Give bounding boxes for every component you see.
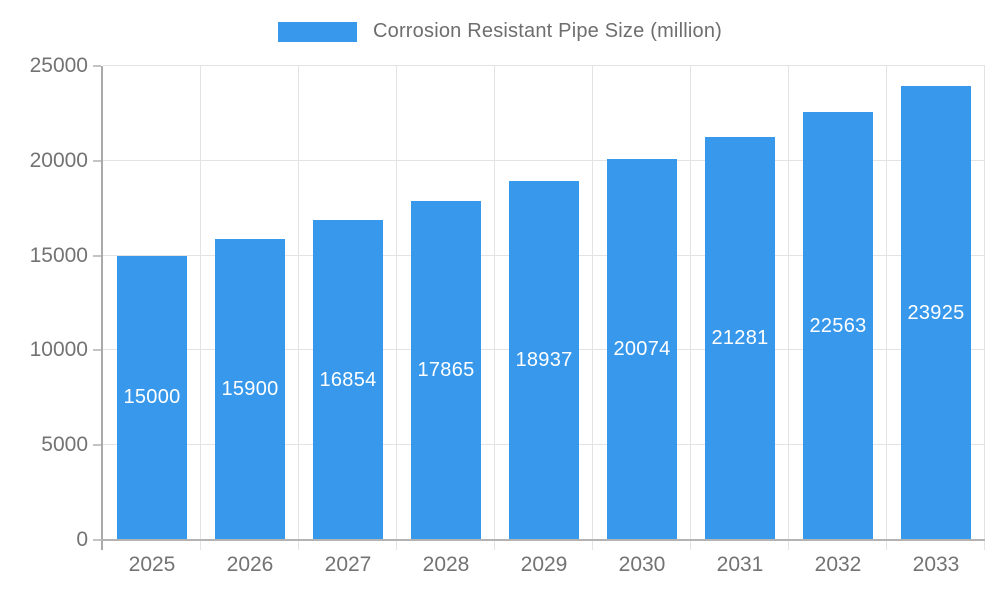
y-tick-mark	[93, 159, 101, 162]
x-axis-tick-label: 2030	[618, 553, 666, 576]
bar-2032[interactable]: 22563	[803, 112, 873, 540]
gridline-horizontal	[103, 65, 985, 66]
gridline-vertical	[396, 66, 397, 550]
gridline-vertical	[984, 66, 985, 550]
gridline-vertical	[200, 66, 201, 550]
x-axis-tick-label: 2025	[128, 553, 176, 576]
gridline-horizontal	[103, 159, 985, 161]
y-tick-mark	[93, 444, 101, 447]
y-axis-tick-label: 20000	[29, 148, 88, 172]
bar-value-label: 23925	[907, 301, 965, 324]
bar-value-label: 15900	[221, 377, 279, 400]
bar-2027[interactable]: 16854	[313, 220, 383, 540]
y-tick-mark	[93, 539, 101, 541]
bar-2033[interactable]: 23925	[901, 86, 971, 540]
y-axis-tick-label: 10000	[29, 338, 88, 362]
y-axis-line	[101, 66, 103, 550]
y-tick-mark	[93, 65, 101, 67]
x-axis-tick-label: 2032	[814, 553, 862, 576]
x-axis-tick-label: 2029	[520, 553, 568, 576]
legend[interactable]: Corrosion Resistant Pipe Size (million)	[0, 20, 1000, 43]
x-axis-tick-label: 2026	[226, 553, 274, 576]
bar-value-label: 20074	[613, 338, 671, 361]
plot-area: 15000 15900 16854 17865 18937 20074 21281 22563…	[103, 65, 985, 550]
legend-label: Corrosion Resistant Pipe Size (million)	[372, 20, 723, 42]
x-axis-line	[101, 539, 985, 541]
bar-2029[interactable]: 18937	[509, 180, 579, 540]
gridline-vertical	[886, 66, 887, 550]
gridline-vertical	[298, 66, 299, 550]
gridline-vertical	[690, 66, 691, 550]
x-axis-tick-label: 2031	[716, 553, 764, 576]
gridline-vertical	[592, 66, 593, 550]
gridline-vertical	[494, 66, 495, 550]
bar-value-label: 21281	[711, 326, 769, 349]
bar-value-label: 17865	[417, 359, 475, 382]
bar-value-label: 15000	[123, 386, 181, 409]
bar-2030[interactable]: 20074	[607, 159, 677, 540]
y-axis-tick-label: 5000	[41, 433, 88, 457]
x-axis-tick-label: 2033	[912, 553, 960, 576]
bar-value-label: 22563	[809, 314, 867, 337]
bar-value-label: 16854	[319, 368, 377, 391]
bar-2031[interactable]: 21281	[705, 136, 775, 540]
bar-2025[interactable]: 15000	[117, 255, 187, 540]
y-tick-mark	[93, 349, 101, 352]
bar-2028[interactable]: 17865	[411, 201, 481, 540]
x-axis-tick-label: 2027	[324, 553, 372, 576]
y-axis-tick-label: 25000	[29, 54, 88, 77]
x-axis-tick-label: 2028	[422, 553, 470, 576]
legend-swatch-icon	[277, 21, 357, 42]
gridline-vertical	[788, 66, 789, 550]
y-tick-mark	[93, 254, 101, 257]
y-axis-tick-label: 15000	[29, 243, 88, 267]
bar-2026[interactable]: 15900	[215, 238, 285, 540]
y-axis-tick-label: 0	[76, 528, 88, 551]
bar-value-label: 18937	[515, 348, 573, 371]
